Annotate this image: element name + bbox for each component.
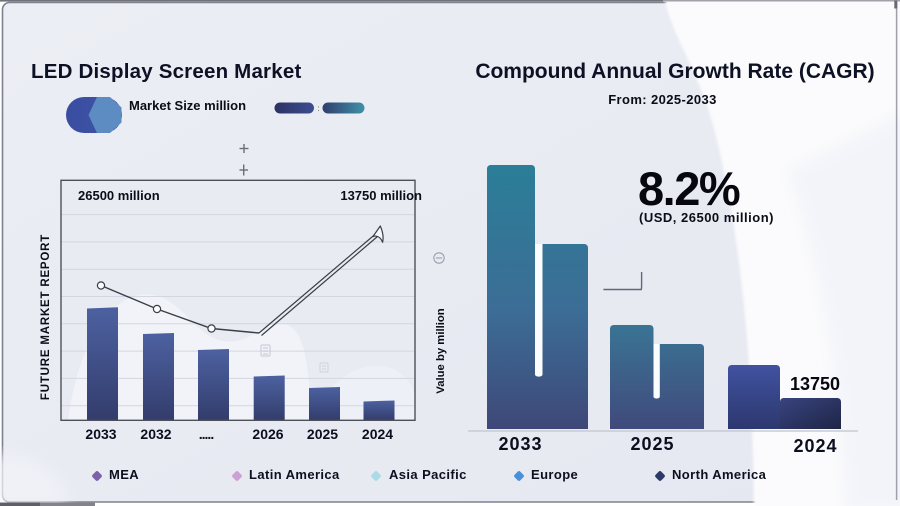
svg-text::: :	[318, 104, 320, 113]
